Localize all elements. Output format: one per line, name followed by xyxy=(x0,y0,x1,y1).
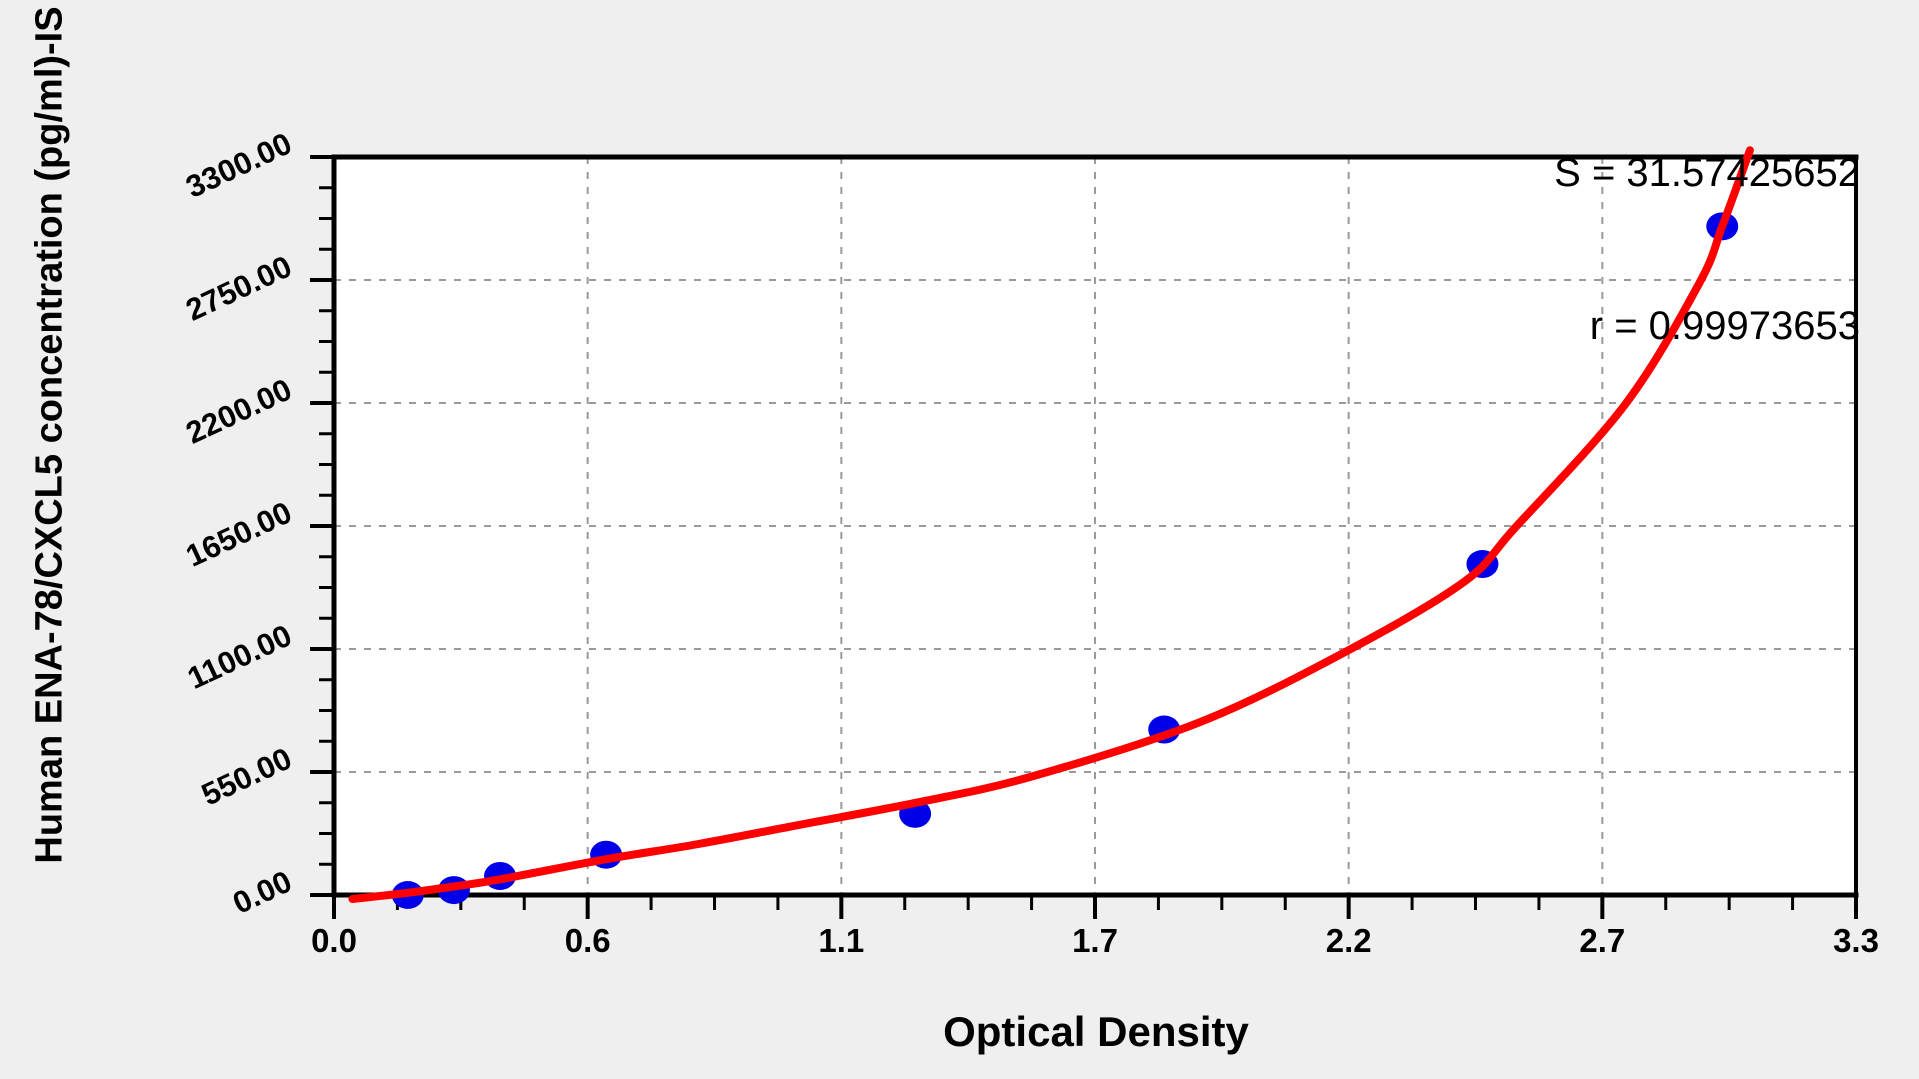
x-tick-label: 2.7 xyxy=(1579,922,1625,959)
fit-statistics: S = 31.57425652 r = 0.99973653 xyxy=(1554,46,1860,454)
x-axis-title: Optical Density xyxy=(943,1008,1249,1055)
y-axis-title: Human ENA-78/CXCL5 concentration (pg/ml)… xyxy=(28,6,71,864)
y-tick-label: 0.00 xyxy=(227,864,296,921)
x-tick-label: 1.7 xyxy=(1072,922,1118,959)
y-tick-label: 2200.00 xyxy=(181,372,297,451)
x-tick-label: 0.6 xyxy=(565,922,611,959)
fit-s-value: S = 31.57425652 xyxy=(1554,151,1860,195)
x-tick-label: 1.1 xyxy=(818,922,864,959)
x-tick-label: 2.2 xyxy=(1326,922,1372,959)
y-tick-label: 1100.00 xyxy=(182,618,297,696)
x-tick-label: 3.3 xyxy=(1833,922,1879,959)
y-tick-label: 1650.00 xyxy=(181,495,297,574)
y-tick-label: 2750.00 xyxy=(181,249,297,328)
y-tick-label: 550.00 xyxy=(196,741,297,813)
x-tick-label: 0.0 xyxy=(311,922,357,959)
y-tick-label: 3300.00 xyxy=(181,126,297,205)
fit-curve xyxy=(348,146,1754,903)
fit-r-value: r = 0.99973653 xyxy=(1589,304,1860,348)
